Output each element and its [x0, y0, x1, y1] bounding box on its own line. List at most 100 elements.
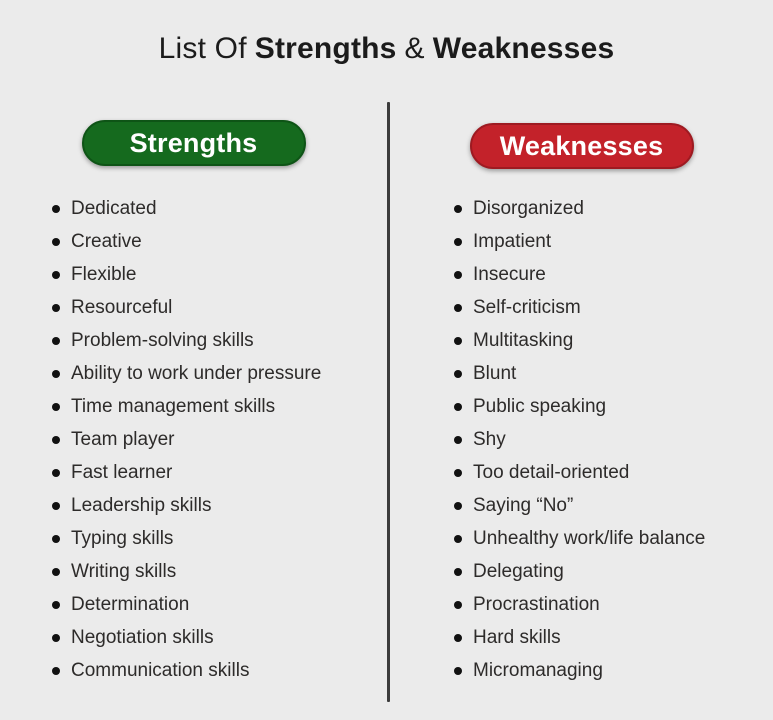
bullet-icon [52, 402, 60, 411]
bullet-icon [454, 402, 462, 411]
bullet-icon [454, 666, 462, 675]
page-title: List Of Strengths & Weaknesses [0, 0, 773, 68]
weaknesses-list-item: Multitasking [454, 324, 773, 357]
list-item-text: Insecure [473, 263, 546, 285]
weaknesses-badge-label: Weaknesses [499, 130, 664, 161]
weaknesses-list-item: Insecure [454, 258, 773, 291]
strengths-badge: Strengths [81, 120, 306, 166]
weaknesses-column: Weaknesses Disorganized Impatient [390, 72, 773, 687]
weaknesses-list-item: Public speaking [454, 390, 773, 423]
list-item-text: Public speaking [473, 395, 607, 417]
list-item-text: Communication skills [71, 659, 250, 681]
bullet-icon [454, 303, 462, 312]
list-item-text: Too detail-oriented [473, 461, 630, 483]
list-item-text: Procrastination [473, 593, 600, 615]
list-item-text: Team player [71, 428, 175, 450]
list-item-text: Saying “No” [473, 494, 574, 516]
list-item-text: Ability to work under pressure [71, 362, 322, 384]
bullet-icon [52, 633, 60, 642]
list-item-text: Determination [71, 593, 190, 615]
strengths-list-item: Fast learner [52, 456, 387, 489]
list-item-text: Writing skills [71, 560, 177, 582]
weaknesses-badge: Weaknesses [469, 123, 694, 169]
list-item-text: Impatient [473, 230, 552, 252]
strengths-list-item: Negotiation skills [52, 621, 387, 654]
list-item-text: Negotiation skills [71, 626, 214, 648]
bullet-icon [454, 270, 462, 279]
bullet-icon [454, 336, 462, 345]
list-item-text: Shy [473, 428, 506, 450]
title-ampersand: & [404, 32, 425, 65]
strengths-list-item: Writing skills [52, 555, 387, 588]
bullet-icon [454, 633, 462, 642]
weaknesses-list-item: Shy [454, 423, 773, 456]
weaknesses-list-item: Procrastination [454, 588, 773, 621]
list-item-text: Time management skills [71, 395, 276, 417]
weaknesses-list-item: Impatient [454, 225, 773, 258]
list-item-text: Self-criticism [473, 296, 581, 318]
strengths-list-item: Typing skills [52, 522, 387, 555]
strengths-list-item: Determination [52, 588, 387, 621]
list-item-text: Delegating [473, 560, 564, 582]
list-item-text: Fast learner [71, 461, 173, 483]
strengths-list-item: Ability to work under pressure [52, 357, 387, 390]
column-divider [387, 102, 390, 702]
bullet-icon [454, 435, 462, 444]
list-item-text: Disorganized [473, 197, 584, 219]
weaknesses-list: Disorganized Impatient Insecure [390, 192, 773, 687]
weaknesses-list-item: Blunt [454, 357, 773, 390]
bullet-icon [52, 501, 60, 510]
bullet-icon [52, 270, 60, 279]
strengths-list-item: Leadership skills [52, 489, 387, 522]
columns: Strengths Dedicated Creative [0, 72, 773, 720]
strengths-list-item: Team player [52, 423, 387, 456]
list-item-text: Leadership skills [71, 494, 212, 516]
title-strengths-word: Strengths [254, 32, 397, 65]
weaknesses-list-item: Delegating [454, 555, 773, 588]
bullet-icon [52, 303, 60, 312]
weaknesses-list-item: Self-criticism [454, 291, 773, 324]
strengths-column: Strengths Dedicated Creative [0, 72, 387, 687]
list-item-text: Micromanaging [473, 659, 603, 681]
strengths-list: Dedicated Creative Flexible Reso [0, 192, 387, 687]
list-item-text: Hard skills [473, 626, 561, 648]
strengths-list-item: Dedicated [52, 192, 387, 225]
strengths-list-item: Communication skills [52, 654, 387, 687]
strengths-list-item: Time management skills [52, 390, 387, 423]
list-item-text: Unhealthy work/life balance [473, 527, 706, 549]
list-item-text: Typing skills [71, 527, 174, 549]
strengths-list-item: Flexible [52, 258, 387, 291]
list-item-text: Dedicated [71, 197, 157, 219]
bullet-icon [454, 237, 462, 246]
strengths-badge-label: Strengths [129, 127, 258, 158]
weaknesses-list-item: Micromanaging [454, 654, 773, 687]
bullet-icon [52, 666, 60, 675]
bullet-icon [454, 567, 462, 576]
bullet-icon [52, 204, 60, 213]
list-item-text: Multitasking [473, 329, 574, 351]
bullet-icon [52, 468, 60, 477]
weaknesses-list-item: Hard skills [454, 621, 773, 654]
strengths-list-item: Problem-solving skills [52, 324, 387, 357]
bullet-icon [52, 237, 60, 246]
bullet-icon [52, 336, 60, 345]
bullet-icon [52, 435, 60, 444]
bullet-icon [454, 369, 462, 378]
weaknesses-list-item: Too detail-oriented [454, 456, 773, 489]
bullet-icon [454, 204, 462, 213]
strengths-list-item: Creative [52, 225, 387, 258]
title-prefix: List Of [158, 32, 247, 65]
list-item-text: Resourceful [71, 296, 173, 318]
bullet-icon [52, 369, 60, 378]
weaknesses-list-item: Disorganized [454, 192, 773, 225]
bullet-icon [52, 600, 60, 609]
bullet-icon [454, 468, 462, 477]
list-item-text: Creative [71, 230, 142, 252]
strengths-list-item: Resourceful [52, 291, 387, 324]
title-weaknesses-word: Weaknesses [432, 32, 615, 65]
weaknesses-list-item: Saying “No” [454, 489, 773, 522]
bullet-icon [52, 534, 60, 543]
list-item-text: Flexible [71, 263, 137, 285]
bullet-icon [454, 501, 462, 510]
